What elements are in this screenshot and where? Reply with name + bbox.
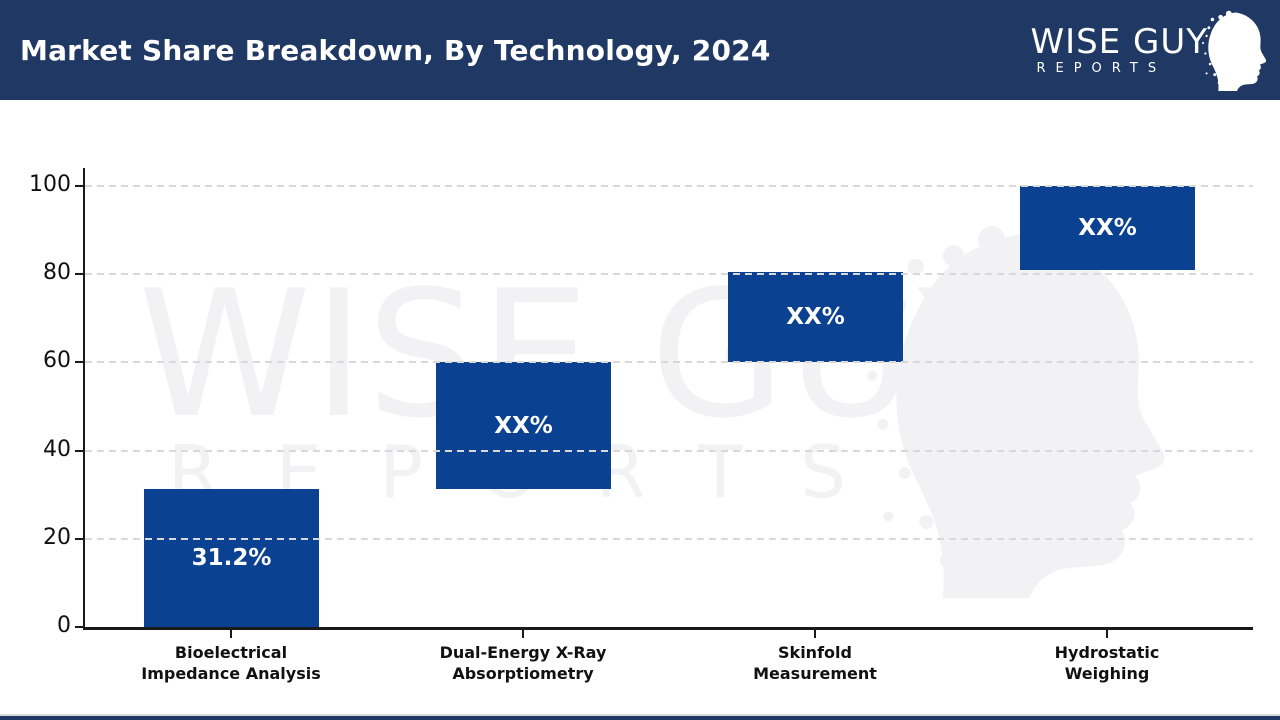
x-category-label: Hydrostatic Weighing (957, 642, 1257, 684)
y-tick-20 (75, 537, 84, 540)
y-tick-label-20: 20 (43, 524, 71, 550)
x-tick-4 (1106, 629, 1108, 638)
gridline-100 (85, 185, 1253, 187)
logo-text: WISE GUY REPORTS (1030, 25, 1208, 75)
header-bar: Market Share Breakdown, By Technology, 2… (0, 0, 1280, 100)
x-category-line: Absorptiometry (452, 664, 594, 684)
logo-subtitle: REPORTS (1036, 61, 1167, 76)
wise-guy-reports-logo: WISE GUY REPORTS (1030, 9, 1280, 91)
page-title: Market Share Breakdown, By Technology, 2… (20, 33, 771, 67)
bar-value-label: 31.2% (191, 545, 272, 571)
y-tick-label-80: 80 (43, 260, 71, 286)
x-category-line: Dual-Energy X-Ray (439, 643, 607, 662)
footer-bar (0, 714, 1280, 720)
bar-3: XX% (728, 272, 903, 362)
waterfall-chart: 0 20 40 60 80 100 31.2% Bioelectrical Impedance … (0, 100, 1280, 714)
gridline-60 (85, 361, 1253, 364)
x-axis-line (83, 627, 1253, 630)
x-tick-3 (814, 629, 816, 638)
y-tick-100 (75, 185, 84, 187)
x-tick-2 (522, 629, 524, 638)
bar-value-label: XX% (494, 412, 553, 439)
x-category-line: Impedance Analysis (141, 664, 321, 684)
x-category-line: Hydrostatic (1054, 643, 1160, 662)
y-tick-60 (75, 361, 84, 364)
x-category-line: Skinfold (778, 643, 852, 662)
y-tick-80 (75, 273, 84, 276)
dotted-head-icon (1202, 10, 1266, 91)
bar-4: XX% (1020, 186, 1195, 270)
y-tick-40 (75, 449, 84, 452)
bar-2: XX% (436, 362, 611, 489)
gridline-20 (85, 537, 1253, 540)
x-category-line: Bioelectrical (174, 643, 288, 662)
bar-value-label: XX% (1078, 215, 1137, 241)
gridline-80 (85, 273, 1253, 276)
y-axis-line (83, 168, 85, 629)
logo-name: WISE GUY (1030, 22, 1208, 62)
bar-value-label: XX% (786, 304, 845, 330)
y-tick-label-100: 100 (29, 172, 71, 197)
gridline-40 (85, 449, 1253, 452)
x-tick-1 (230, 629, 232, 638)
x-category-label: Skinfold Measurement (665, 642, 965, 684)
y-tick-label-60: 60 (43, 348, 71, 374)
x-category-label: Bioelectrical Impedance Analysis (81, 642, 381, 684)
x-category-line: Measurement (753, 664, 877, 684)
bar-1: 31.2% (144, 489, 319, 627)
x-category-label: Dual-Energy X-Ray Absorptiometry (373, 642, 673, 684)
y-tick-label-40: 40 (43, 436, 71, 462)
y-tick-label-0: 0 (57, 613, 71, 638)
y-tick-0 (75, 626, 84, 628)
x-category-line: Weighing (1064, 664, 1150, 684)
